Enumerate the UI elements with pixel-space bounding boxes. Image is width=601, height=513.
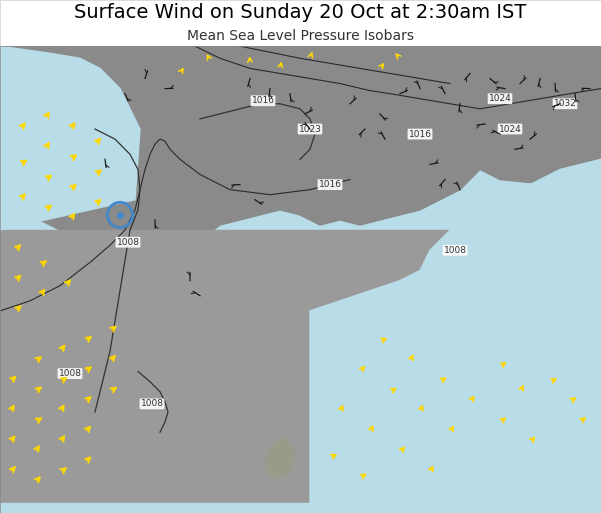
Text: 1016: 1016 <box>409 130 432 139</box>
Text: 1032: 1032 <box>554 100 576 108</box>
Polygon shape <box>310 160 601 513</box>
Text: 1016: 1016 <box>251 96 275 105</box>
Text: 1024: 1024 <box>499 125 522 133</box>
Polygon shape <box>0 230 601 513</box>
Text: 1016: 1016 <box>319 180 341 189</box>
Text: 1008: 1008 <box>58 369 82 378</box>
Polygon shape <box>0 46 140 230</box>
Text: 1008: 1008 <box>117 238 139 247</box>
Polygon shape <box>0 503 601 513</box>
Text: Surface Wind on Sunday 20 Oct at 2:30am IST: Surface Wind on Sunday 20 Oct at 2:30am … <box>75 4 526 23</box>
Text: 1008: 1008 <box>444 246 466 255</box>
Polygon shape <box>265 437 295 478</box>
Polygon shape <box>0 46 601 261</box>
Text: 1024: 1024 <box>489 94 511 103</box>
Text: 1008: 1008 <box>141 400 163 408</box>
Text: Mean Sea Level Pressure Isobars: Mean Sea Level Pressure Isobars <box>187 29 414 43</box>
Text: 1023: 1023 <box>299 125 322 133</box>
